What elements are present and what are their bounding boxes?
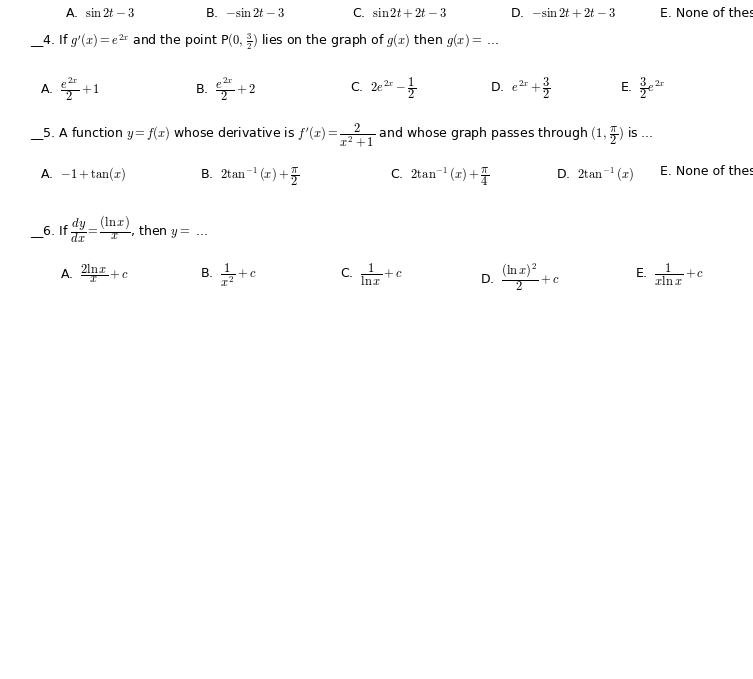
Text: A.  $-1 + \tan(x)$: A. $-1 + \tan(x)$ bbox=[40, 165, 127, 183]
Text: E. None of these: E. None of these bbox=[660, 165, 753, 178]
Text: C.  $\dfrac{1}{\ln x} + c$: C. $\dfrac{1}{\ln x} + c$ bbox=[340, 261, 403, 288]
Text: A.  $\dfrac{e^{2x}}{2} + 1$: A. $\dfrac{e^{2x}}{2} + 1$ bbox=[40, 75, 100, 103]
Text: D.  $-\sin 2t + 2t - 3$: D. $-\sin 2t + 2t - 3$ bbox=[510, 7, 616, 20]
Text: C.  $2\tan^{-1}(x) + \dfrac{\pi}{4}$: C. $2\tan^{-1}(x) + \dfrac{\pi}{4}$ bbox=[390, 165, 489, 188]
Text: D.  $\dfrac{(\ln x)^2}{2} + c$: D. $\dfrac{(\ln x)^2}{2} + c$ bbox=[480, 261, 559, 293]
Text: B.  $\dfrac{1}{x^2} + c$: B. $\dfrac{1}{x^2} + c$ bbox=[200, 261, 257, 289]
Text: E.  $\dfrac{1}{x\ln x} + c$: E. $\dfrac{1}{x\ln x} + c$ bbox=[635, 261, 704, 288]
Text: E.  $\dfrac{3}{2}e^{2x}$: E. $\dfrac{3}{2}e^{2x}$ bbox=[620, 75, 666, 101]
Text: B.  $-\sin 2t - 3$: B. $-\sin 2t - 3$ bbox=[205, 7, 285, 20]
Text: __5. A function $y = f(x)$ whose derivative is $f'(x) = \dfrac{2}{x^2 + 1}$ and : __5. A function $y = f(x)$ whose derivat… bbox=[30, 121, 654, 149]
Text: __4. If $g'(x) = e^{2x}$ and the point P$(0,\, \frac{3}{2})$ lies on the graph o: __4. If $g'(x) = e^{2x}$ and the point P… bbox=[30, 31, 499, 52]
Text: B.  $2\tan^{-1}(x) + \dfrac{\pi}{2}$: B. $2\tan^{-1}(x) + \dfrac{\pi}{2}$ bbox=[200, 165, 299, 188]
Text: D.  $2\tan^{-1}(x)$: D. $2\tan^{-1}(x)$ bbox=[556, 165, 634, 183]
Text: E. None of these: E. None of these bbox=[660, 7, 753, 20]
Text: A.  $\dfrac{2\ln x}{x} + c$: A. $\dfrac{2\ln x}{x} + c$ bbox=[60, 261, 129, 285]
Text: __6. If $\dfrac{dy}{dx} = \dfrac{(\ln x)}{x}$, then $y =$ ...: __6. If $\dfrac{dy}{dx} = \dfrac{(\ln x)… bbox=[30, 213, 208, 245]
Text: B.  $\dfrac{e^{2x}}{2} + 2$: B. $\dfrac{e^{2x}}{2} + 2$ bbox=[195, 75, 256, 103]
Text: C.  $\sin 2t + 2t - 3$: C. $\sin 2t + 2t - 3$ bbox=[352, 7, 447, 20]
Text: C.  $2e^{2x} - \dfrac{1}{2}$: C. $2e^{2x} - \dfrac{1}{2}$ bbox=[350, 75, 416, 101]
Text: D.  $e^{2x} + \dfrac{3}{2}$: D. $e^{2x} + \dfrac{3}{2}$ bbox=[490, 75, 550, 101]
Text: A.  $\sin 2t - 3$: A. $\sin 2t - 3$ bbox=[65, 7, 136, 20]
